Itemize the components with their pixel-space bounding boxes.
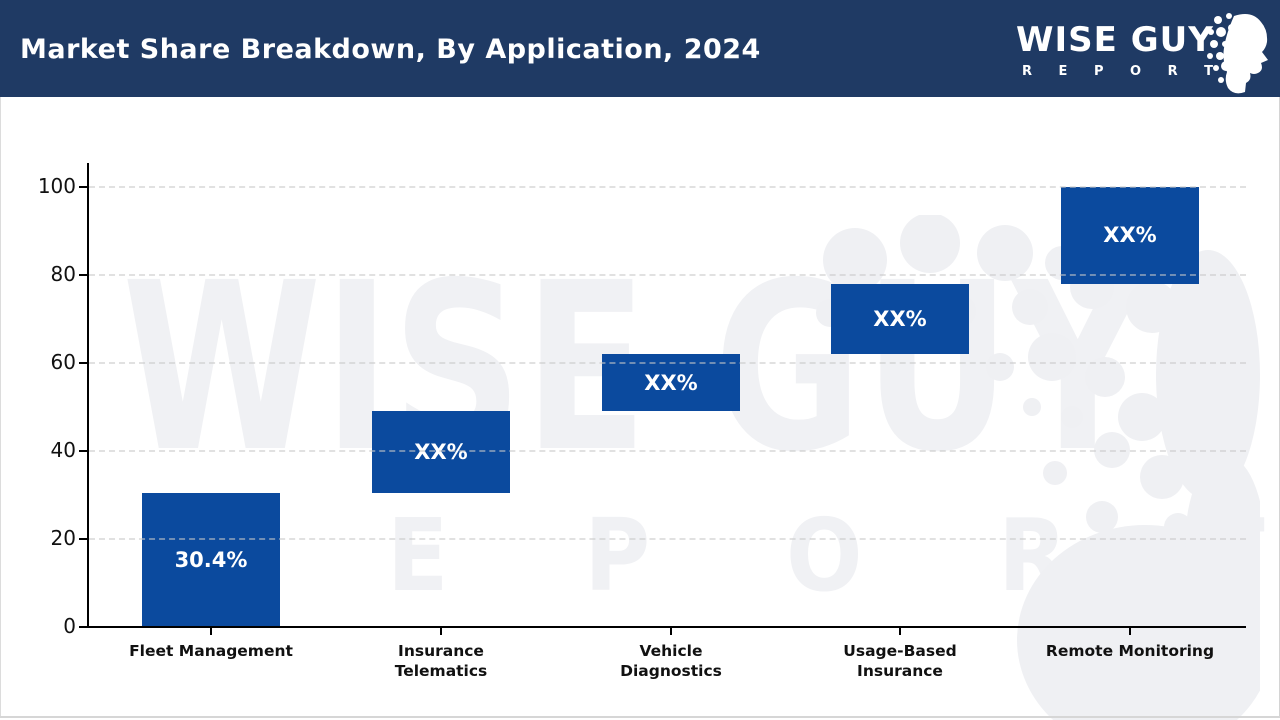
bar-value-label-fleet-management: 30.4% <box>174 548 248 573</box>
x-tick-remote-monitoring <box>1129 628 1131 635</box>
bar-insurance-telematics: XX% <box>372 411 510 494</box>
y-tick-label-40: 40 <box>50 438 76 462</box>
x-axis-line <box>87 626 1246 628</box>
logo-brand-text: WISE GUY <box>1016 20 1214 60</box>
y-tick-100 <box>79 186 88 188</box>
page-title: Market Share Breakdown, By Application, … <box>20 34 761 65</box>
bar-value-label-remote-monitoring: XX% <box>1103 223 1157 248</box>
bar-usage-based-insurance: XX% <box>831 283 969 355</box>
y-tick-0 <box>79 626 88 628</box>
logo-tagline-text: R E P O R T S <box>1022 64 1260 79</box>
y-tick-label-80: 80 <box>50 262 76 286</box>
x-category-label-usage-based-insurance: Usage-Based Insurance <box>843 642 957 681</box>
brand-logo: WISE GUY R E P O R T S <box>1016 8 1268 94</box>
y-tick-20 <box>79 538 88 540</box>
y-tick-label-0: 0 <box>63 614 76 638</box>
y-tick-label-20: 20 <box>50 526 76 550</box>
logo-face-icon <box>1207 13 1268 94</box>
x-category-label-remote-monitoring: Remote Monitoring <box>1045 642 1215 660</box>
footer-divider <box>0 716 1280 718</box>
y-tick-40 <box>79 450 88 452</box>
x-tick-insurance-telematics <box>440 628 442 635</box>
y-axis-line <box>87 163 89 628</box>
gridline-100 <box>89 186 1246 188</box>
x-tick-usage-based-insurance <box>899 628 901 635</box>
y-tick-label-100: 100 <box>37 174 76 198</box>
bar-remote-monitoring: XX% <box>1061 187 1199 284</box>
x-category-label-vehicle-diagnostics: Vehicle Diagnostics <box>620 642 722 681</box>
x-category-label-insurance-telematics: Insurance Telematics <box>394 642 488 681</box>
bar-value-label-vehicle-diagnostics: XX% <box>644 370 698 395</box>
y-tick-60 <box>79 362 88 364</box>
bar-value-label-insurance-telematics: XX% <box>414 440 468 465</box>
header-bar: Market Share Breakdown, By Application, … <box>0 0 1280 97</box>
y-tick-label-60: 60 <box>50 350 76 374</box>
gridline-60 <box>89 362 1246 364</box>
gridline-80 <box>89 274 1246 276</box>
x-tick-vehicle-diagnostics <box>670 628 672 635</box>
gridline-20 <box>89 538 1246 540</box>
bar-fleet-management: 30.4% <box>142 493 280 627</box>
x-category-label-fleet-management: Fleet Management <box>129 642 293 660</box>
x-tick-fleet-management <box>210 628 212 635</box>
gridline-40 <box>89 450 1246 452</box>
y-tick-80 <box>79 274 88 276</box>
bar-value-label-usage-based-insurance: XX% <box>873 306 927 331</box>
